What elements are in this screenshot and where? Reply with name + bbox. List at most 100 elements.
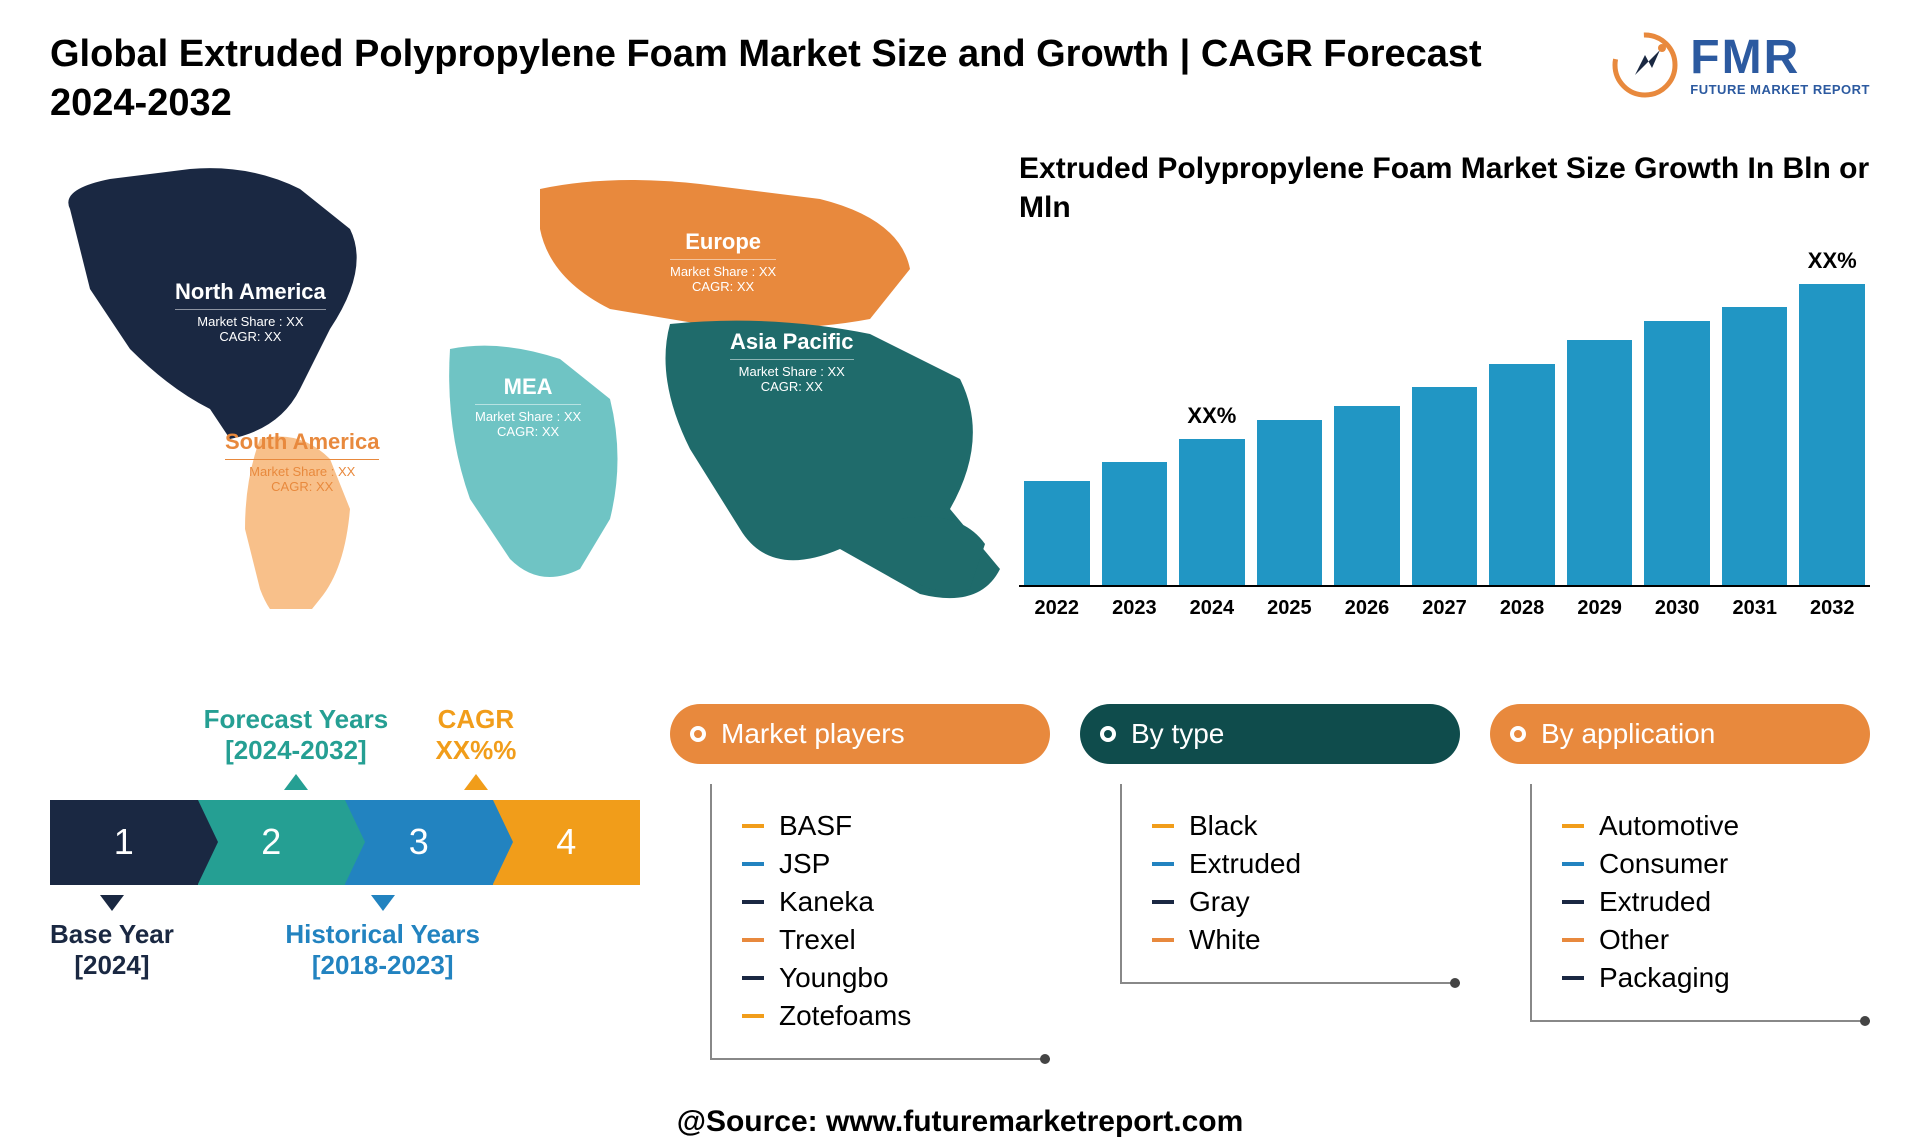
category-item: Black: [1152, 810, 1460, 842]
category-list: Automotive Consumer Extruded Other Packa…: [1530, 784, 1870, 1022]
historical-title: Historical Years: [285, 919, 480, 950]
bar-wrap: 2023: [1102, 462, 1168, 584]
category-item: Consumer: [1562, 848, 1870, 880]
map-region-label: Asia PacificMarket Share : XXCAGR: XX: [730, 329, 854, 394]
world-map: North AmericaMarket Share : XXCAGR: XX So…: [50, 149, 989, 609]
content-row-2: Forecast Years [2024-2032] CAGR XX%% 123…: [50, 704, 1870, 1060]
bar-year-label: 2029: [1567, 597, 1633, 620]
timeline-segment: 3: [345, 800, 493, 885]
tick-icon: [1152, 938, 1174, 942]
bar-year-label: 2032: [1799, 597, 1865, 620]
timeline-segment: 2: [198, 800, 346, 885]
bar-year-label: 2023: [1102, 597, 1168, 620]
bar-year-label: 2022: [1024, 597, 1090, 620]
bar-callout: XX%: [1187, 403, 1236, 429]
cagr-label: CAGR XX%%: [435, 704, 516, 790]
logo-subtitle: FUTURE MARKET REPORT: [1690, 82, 1870, 97]
bar-wrap: 2028: [1489, 364, 1555, 585]
bar: [1024, 481, 1090, 585]
category-item-label: BASF: [779, 810, 852, 842]
historical-range: [2018-2023]: [285, 950, 480, 981]
dot-icon: [1100, 726, 1116, 742]
timeline-bar: 1234: [50, 800, 640, 885]
category-item: Gray: [1152, 886, 1460, 918]
category-item: JSP: [742, 848, 1050, 880]
header: Global Extruded Polypropylene Foam Marke…: [50, 30, 1870, 129]
base-year-title: Base Year: [50, 919, 174, 950]
dot-icon: [690, 726, 706, 742]
tick-icon: [742, 862, 764, 866]
category-item: Other: [1562, 924, 1870, 956]
map-region-label: EuropeMarket Share : XXCAGR: XX: [670, 229, 776, 294]
arrow-icon: [371, 895, 395, 911]
categories: Market players BASF JSP Kaneka Trexel Yo…: [670, 704, 1870, 1060]
tick-icon: [1562, 824, 1584, 828]
category-title: By type: [1131, 718, 1224, 750]
category-item: BASF: [742, 810, 1050, 842]
tick-icon: [1562, 976, 1584, 980]
category-item-label: Consumer: [1599, 848, 1728, 880]
tick-icon: [1152, 862, 1174, 866]
map-region-label: North AmericaMarket Share : XXCAGR: XX: [175, 279, 326, 344]
content-row-1: North AmericaMarket Share : XXCAGR: XX So…: [50, 149, 1870, 609]
bar-wrap: 2031: [1722, 307, 1788, 585]
logo-icon: [1610, 30, 1680, 100]
bar: [1179, 439, 1245, 585]
bar-wrap: 2027: [1412, 387, 1478, 585]
category-item: Kaneka: [742, 886, 1050, 918]
category-item-label: JSP: [779, 848, 830, 880]
category-item-label: Kaneka: [779, 886, 874, 918]
category-item: Automotive: [1562, 810, 1870, 842]
page-title: Global Extruded Polypropylene Foam Marke…: [50, 30, 1550, 129]
bar-chart: Extruded Polypropylene Foam Market Size …: [1019, 149, 1870, 609]
bar: [1412, 387, 1478, 585]
logo-text: FMR: [1690, 34, 1870, 82]
base-year-label: Base Year [2024]: [50, 895, 174, 981]
bar: [1257, 420, 1323, 585]
category-pill: Market players: [670, 704, 1050, 764]
bar-wrap: 2030: [1644, 321, 1710, 585]
category-item: Extruded: [1562, 886, 1870, 918]
category-item-label: Gray: [1189, 886, 1250, 918]
forecast-range: [2024-2032]: [204, 735, 389, 766]
category-item-label: Zotefoams: [779, 1000, 911, 1032]
tick-icon: [742, 976, 764, 980]
tick-icon: [742, 938, 764, 942]
bar-callout: XX%: [1808, 248, 1857, 274]
base-year-range: [2024]: [50, 950, 174, 981]
bar: [1102, 462, 1168, 584]
category-item-label: Other: [1599, 924, 1669, 956]
category-title: Market players: [721, 718, 905, 750]
historical-label: Historical Years [2018-2023]: [285, 895, 480, 981]
chart-title: Extruded Polypropylene Foam Market Size …: [1019, 149, 1870, 227]
bar: [1799, 284, 1865, 585]
category-pill: By application: [1490, 704, 1870, 764]
bar-wrap: 2025: [1257, 420, 1323, 585]
tick-icon: [1562, 862, 1584, 866]
logo: FMR FUTURE MARKET REPORT: [1610, 30, 1870, 100]
category-column: By type Black Extruded Gray White: [1080, 704, 1460, 1060]
category-item-label: Automotive: [1599, 810, 1739, 842]
timeline-segment: 1: [50, 800, 198, 885]
category-title: By application: [1541, 718, 1715, 750]
category-item-label: White: [1189, 924, 1261, 956]
category-item: Youngbo: [742, 962, 1050, 994]
category-item-label: Extruded: [1599, 886, 1711, 918]
bar: [1644, 321, 1710, 585]
tick-icon: [1152, 824, 1174, 828]
category-item-label: Extruded: [1189, 848, 1301, 880]
category-column: Market players BASF JSP Kaneka Trexel Yo…: [670, 704, 1050, 1060]
tick-icon: [742, 900, 764, 904]
tick-icon: [1152, 900, 1174, 904]
forecast-title: Forecast Years: [204, 704, 389, 735]
bar: [1567, 340, 1633, 585]
category-item: White: [1152, 924, 1460, 956]
bar: [1489, 364, 1555, 585]
bar-year-label: 2024: [1179, 597, 1245, 620]
category-item-label: Black: [1189, 810, 1257, 842]
bar-wrap: 2022: [1024, 481, 1090, 585]
bar-year-label: 2026: [1334, 597, 1400, 620]
tick-icon: [1562, 938, 1584, 942]
bar-wrap: XX% 2024: [1179, 439, 1245, 585]
map-region-label: South AmericaMarket Share : XXCAGR: XX: [225, 429, 379, 494]
